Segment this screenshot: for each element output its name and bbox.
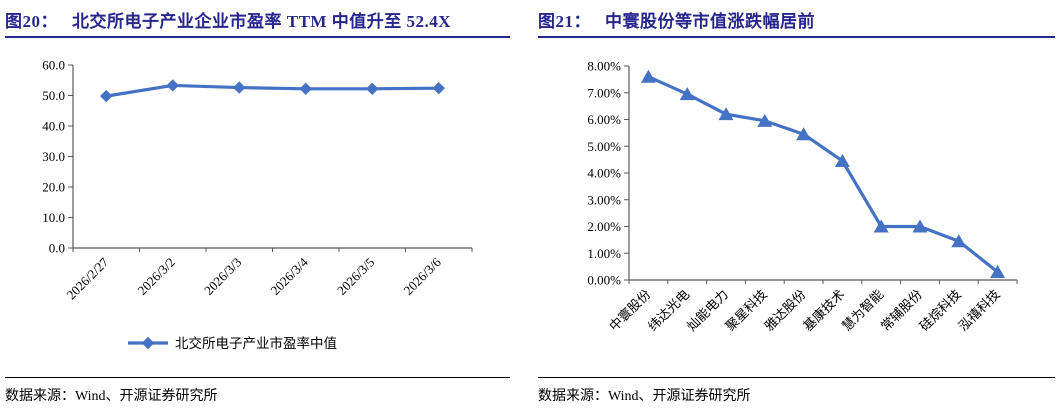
y-axis-tick-label: 50.0	[42, 88, 65, 103]
data-point-marker	[432, 81, 445, 95]
x-axis-category-label: 2026/3/4	[268, 254, 312, 298]
y-axis-tick-label: 6.00%	[587, 112, 621, 127]
x-axis-category-label: 泓禧科技	[955, 287, 1002, 334]
y-axis-tick-label: 3.00%	[587, 192, 621, 207]
figure-20-title: 图20： 北交所电子产业企业市盈率 TTM 中值升至 52.4X	[5, 7, 510, 32]
data-point-marker	[100, 89, 113, 103]
y-axis-tick-label: 0.00%	[587, 273, 621, 288]
figure-21-panel: 图21： 中寰股份等市值涨跌幅居前 0.00% 1.00% 2.00% 3.00% 4.0…	[538, 0, 1055, 414]
y-axis-tick-label: 4.00%	[587, 166, 621, 181]
figure-21-title: 图21： 中寰股份等市值涨跌幅居前	[538, 7, 1055, 32]
data-point-marker	[990, 264, 1006, 278]
data-point-marker	[796, 127, 812, 141]
y-axis-tick-label: 0.0	[49, 241, 65, 256]
data-point-marker	[366, 82, 379, 95]
figure-21-title-rule	[538, 36, 1055, 38]
data-point-marker	[757, 113, 773, 127]
figure-21-title-text: 中寰股份等市值涨跌幅居前	[605, 12, 815, 31]
x-axis-category-label: 2026/3/5	[334, 255, 377, 298]
series-line	[647, 75, 999, 274]
figure-20-source: 数据来源：Wind、开源证券研究所	[5, 377, 510, 405]
y-axis-tick-label: 30.0	[42, 149, 65, 164]
y-axis-tick-label: 10.0	[42, 210, 65, 225]
y-axis-tick-label: 8.00%	[587, 59, 621, 74]
y-axis-tick-label: 7.00%	[587, 85, 621, 100]
data-point-marker	[951, 234, 967, 248]
x-axis-category-label: 灿能电力	[684, 287, 731, 334]
data-point-marker	[233, 81, 246, 94]
series-line	[105, 83, 439, 98]
x-axis-category-label: 2026/3/6	[401, 254, 445, 298]
x-axis-category-label: 2026/2/27	[63, 254, 111, 302]
x-axis-category-label: 雅达股份	[761, 287, 808, 334]
x-axis-category-label: 2026/3/2	[135, 255, 178, 298]
data-point-marker	[299, 82, 312, 95]
x-axis-category-label: 常辅股份	[878, 287, 925, 334]
data-point-marker	[141, 336, 155, 350]
x-axis-category-label: 纬达光电	[645, 287, 692, 334]
figure-20-panel: 图20： 北交所电子产业企业市盈率 TTM 中值升至 52.4X 0.0 10.0 2…	[5, 0, 510, 414]
figure-20-label: 图20：	[5, 12, 58, 31]
pe-ttm-median-line-chart: 0.0 10.0 20.0 30.0 40.0 50.0 60.0 2026/2/27 2026…	[42, 58, 473, 351]
figure-20-title-rule	[5, 36, 510, 38]
y-axis-tick-label: 5.00%	[587, 139, 621, 154]
data-point-marker	[834, 153, 850, 167]
market-cap-change-line-chart: 0.00% 1.00% 2.00% 3.00% 4.00% 5.00% 6.00% 7.00%…	[587, 59, 1018, 334]
x-axis-category-label: 基康技术	[800, 287, 847, 334]
legend-label: 北交所电子产业市盈率中值	[175, 335, 337, 351]
figure-21-source: 数据来源：Wind、开源证券研究所	[538, 377, 1055, 405]
x-axis-category-label: 2026/3/3	[201, 255, 244, 298]
x-axis-category-label: 中寰股份	[606, 287, 653, 334]
data-point-marker	[166, 79, 179, 92]
y-axis-tick-label: 1.00%	[587, 246, 621, 261]
source-label: 数据来源：	[5, 389, 75, 404]
data-point-marker	[912, 219, 928, 233]
data-point-marker	[873, 219, 889, 233]
figure-21-label: 图21：	[538, 12, 591, 31]
data-point-marker	[679, 87, 695, 101]
x-axis-category-label: 聚星科技	[723, 287, 770, 334]
y-axis-tick-label: 60.0	[42, 58, 65, 73]
y-axis-tick-label: 20.0	[42, 180, 65, 195]
source-text: Wind、开源证券研究所	[608, 389, 751, 404]
y-axis-tick-label: 2.00%	[587, 219, 621, 234]
source-text: Wind、开源证券研究所	[75, 389, 218, 404]
source-label: 数据来源：	[538, 389, 608, 404]
x-axis-category-label: 硅烷科技	[917, 287, 964, 334]
data-point-marker	[640, 69, 656, 83]
data-point-marker	[718, 107, 734, 121]
figure-20-title-text: 北交所电子产业企业市盈率 TTM 中值升至 52.4X	[72, 12, 451, 31]
y-axis-tick-label: 40.0	[42, 119, 65, 134]
x-axis-category-label: 慧为智能	[839, 287, 886, 334]
